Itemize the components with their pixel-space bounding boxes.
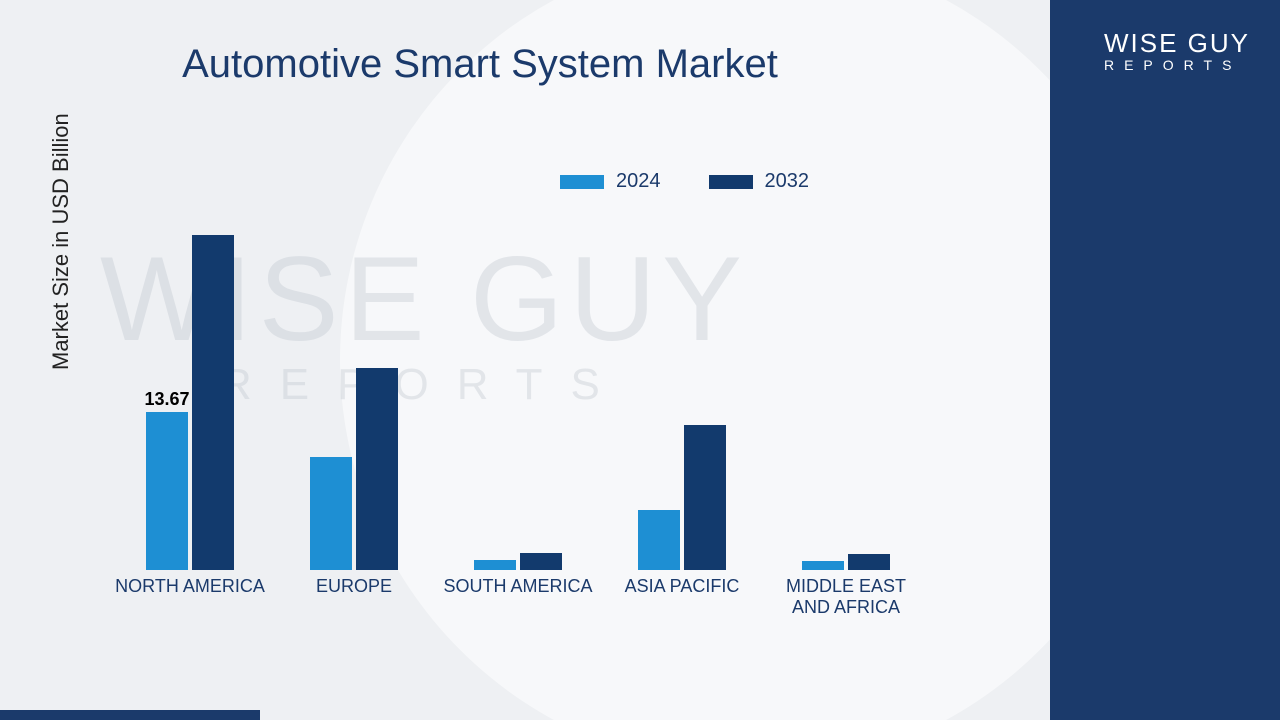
bar-2032 xyxy=(192,235,234,570)
legend-item-2032: 2032 xyxy=(709,170,810,193)
y-axis-label: Market Size in USD Billion xyxy=(48,113,74,370)
bar-2032 xyxy=(848,554,890,570)
bar-2024 xyxy=(474,560,516,570)
brand-logo: WISE GUY REPORTS xyxy=(1104,28,1250,73)
bar-2032 xyxy=(520,553,562,570)
category-label: SOUTH AMERICA xyxy=(438,576,598,597)
bar-2024: 13.67 xyxy=(146,412,188,570)
bar-2032 xyxy=(684,425,726,570)
bar-2024 xyxy=(310,457,352,570)
category-label: NORTH AMERICA xyxy=(110,576,270,597)
brand-logo-line2: REPORTS xyxy=(1104,57,1250,73)
category-label: MIDDLE EAST AND AFRICA xyxy=(766,576,926,617)
brand-side-panel xyxy=(1050,0,1280,720)
bar-2024 xyxy=(802,561,844,570)
legend-item-2024: 2024 xyxy=(560,170,661,193)
plot-area: 13.67NORTH AMERICAEUROPESOUTH AMERICAASI… xyxy=(110,200,930,570)
bar-2032 xyxy=(356,368,398,570)
legend-label-2032: 2032 xyxy=(765,170,810,193)
category-label: EUROPE xyxy=(274,576,434,597)
chart-canvas: WISE GUY REPORTS Automotive Smart System… xyxy=(0,0,1280,720)
brand-logo-line1: WISE GUY xyxy=(1104,28,1250,59)
legend-label-2024: 2024 xyxy=(616,170,661,193)
chart-legend: 2024 2032 xyxy=(560,170,809,193)
chart-title: Automotive Smart System Market xyxy=(0,42,960,87)
category-label: ASIA PACIFIC xyxy=(602,576,762,597)
bar-2024 xyxy=(638,510,680,570)
legend-swatch-2032 xyxy=(709,175,753,189)
legend-swatch-2024 xyxy=(560,175,604,189)
bar-value-label: 13.67 xyxy=(144,389,189,410)
decor-bottom-bar xyxy=(0,710,260,720)
